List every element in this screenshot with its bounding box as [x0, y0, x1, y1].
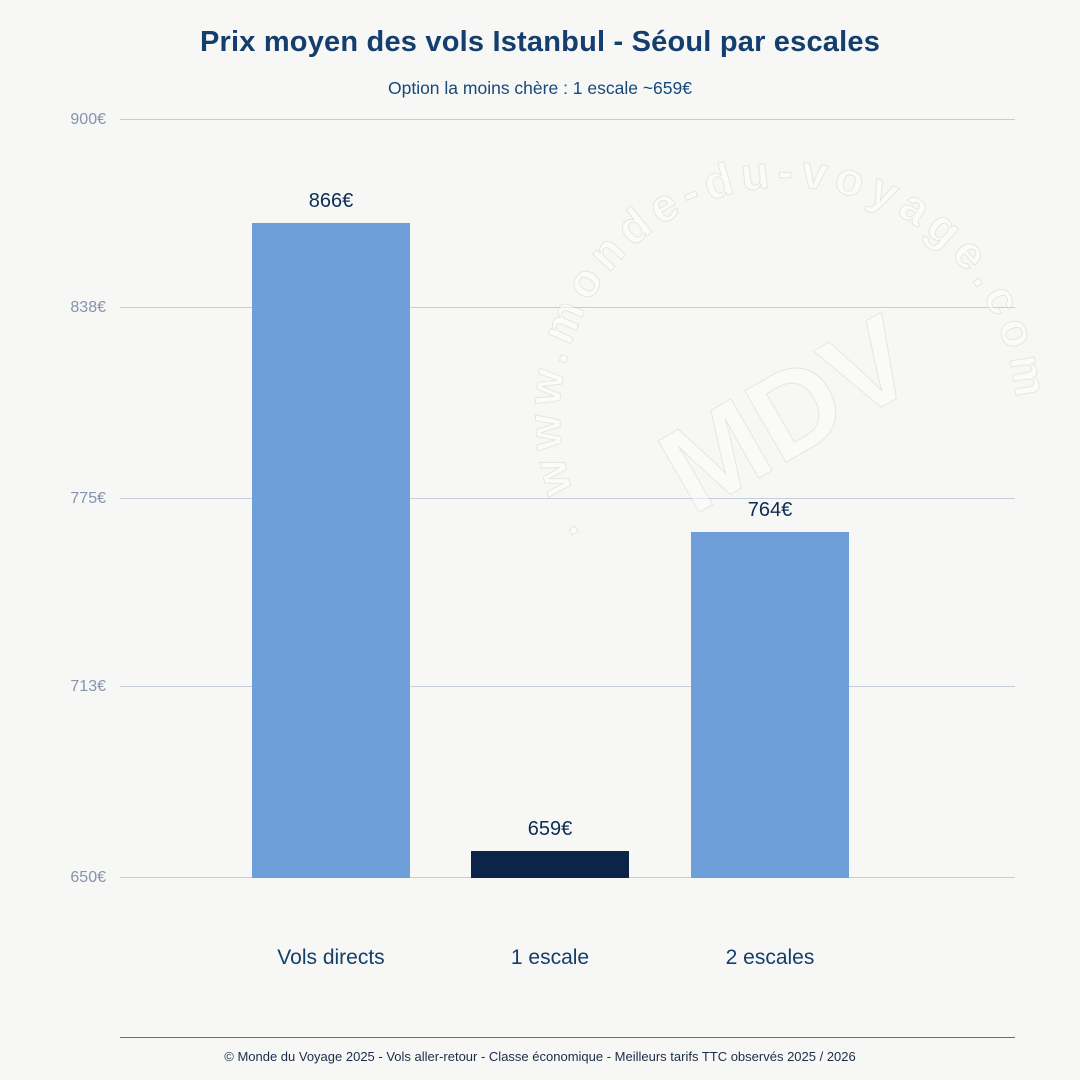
footer-divider: [120, 1037, 1015, 1038]
gridline: [120, 685, 1015, 687]
gridline: [120, 306, 1015, 308]
y-axis-tick-label: 838€: [70, 298, 106, 316]
y-axis-tick-label: 900€: [70, 111, 106, 128]
gridline: [120, 498, 1015, 499]
y-axis-tick-label: 650€: [70, 869, 106, 886]
x-axis-category-label: 1 escale: [510, 946, 590, 969]
gridline: [120, 119, 1015, 120]
x-axis-category-label: 2 escales: [725, 946, 815, 969]
footer-copyright: © Monde du Voyage 2025 - Vols aller-reto…: [224, 1049, 856, 1064]
x-axis-category-label: Vols directs: [277, 946, 385, 969]
chart-title: Prix moyen des vols Istanbul - Séoul par…: [199, 26, 881, 58]
plot-area: 650€ 713€ 775€ 838€ 900€ 866€ 659€ 764€: [70, 111, 1015, 886]
bar-value-label: 659€: [527, 817, 573, 840]
bar-value-label: 866€: [308, 190, 354, 213]
chart-subtitle: Option la moins chère : 1 escale ~659€: [387, 78, 692, 98]
bar-value-label: 764€: [747, 499, 793, 522]
bar-2-escales: [691, 532, 849, 878]
y-axis-tick-label: 713€: [70, 677, 106, 695]
bar-vols-directs: [252, 223, 410, 878]
bar-1-escale: [471, 850, 629, 878]
y-axis-tick-label: 775€: [70, 490, 106, 507]
